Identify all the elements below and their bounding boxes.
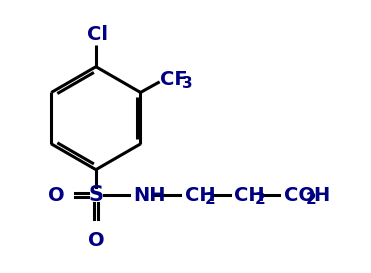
Text: 2: 2	[205, 192, 216, 207]
Text: CF: CF	[160, 70, 188, 89]
Text: S: S	[88, 185, 104, 205]
Text: 2: 2	[254, 192, 265, 207]
Text: CH: CH	[185, 186, 216, 205]
Text: CO: CO	[284, 186, 315, 205]
Text: CH: CH	[234, 186, 265, 205]
Text: Cl: Cl	[88, 25, 108, 44]
Text: O: O	[88, 231, 104, 250]
Text: O: O	[47, 186, 64, 205]
Text: 2: 2	[306, 192, 316, 207]
Text: H: H	[314, 186, 330, 205]
Text: NH: NH	[134, 186, 166, 205]
Text: 3: 3	[182, 76, 193, 91]
